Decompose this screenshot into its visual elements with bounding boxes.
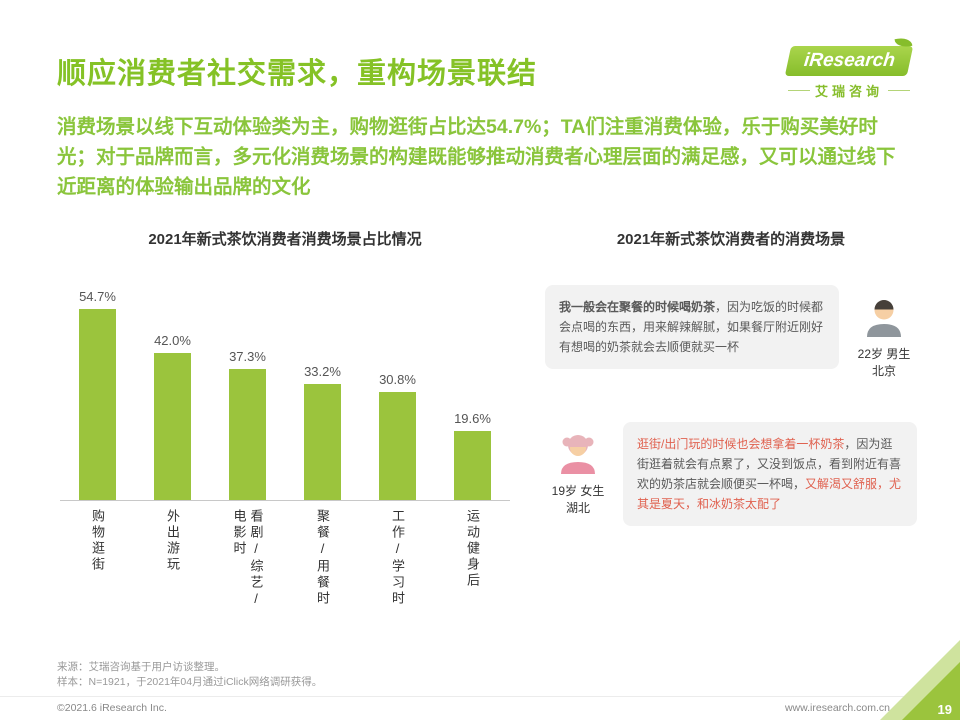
footer-copyright: ©2021.6 iResearch Inc. [57, 702, 167, 714]
persona-caption-male: 22岁 男生 北京 [851, 346, 917, 380]
bar-category: 聚餐/用餐时 [285, 509, 360, 611]
corner-ribbon-dark [902, 662, 960, 720]
male-avatar-icon [867, 300, 901, 337]
bar-category: 外出游玩 [135, 509, 210, 611]
footer: ©2021.6 iResearch Inc. www.iresearch.com… [0, 696, 960, 720]
persona-city: 湖北 [565, 501, 590, 515]
logo-rule-left [788, 90, 810, 91]
bar-category-label: 聚餐/用餐时 [315, 509, 330, 607]
page-number: 19 [937, 702, 952, 717]
persona-city: 北京 [871, 364, 896, 378]
bar-group: 54.7% [60, 289, 135, 500]
persona-caption-female: 19岁 女生 湖北 [545, 483, 611, 517]
persona-age-gender: 19岁 女生 [551, 484, 605, 498]
quote-text-segment: 逛街/出门玩的时候也会想拿着一杯奶茶 [637, 437, 845, 451]
quote-text-segment: 又解渴又舒服，尤其是夏天，和冰奶茶太配了 [637, 477, 902, 511]
bar-group: 30.8% [360, 372, 435, 500]
quote-row-female: 19岁 女生 湖北 逛街/出门玩的时候也会想拿着一杯奶茶，因为逛街逛着就会有点累… [545, 422, 917, 526]
bar-category: 运动健身后 [435, 509, 510, 611]
quote-text-segment: ，因为逛街逛着就会有点累了，又没到饭点，看到附近有喜欢的奶茶店就会顺便买一杯喝， [637, 437, 902, 491]
bar-value-label: 42.0% [154, 333, 191, 348]
bar-chart-plot: 54.7% 42.0% 37.3% 33.2% 30.8% 19.6% [60, 277, 510, 501]
intro-paragraph: 消费场景以线下互动体验类为主，购物逛街占比达54.7%；TA们注重消费体验，乐于… [57, 116, 896, 198]
quote-row-male: 我一般会在聚餐的时候喝奶茶，因为吃饭的时候都会点喝的东西，用来解辣解腻，如果餐厅… [545, 285, 917, 380]
footnote: 来源：艾瑞咨询基于用户访谈整理。 样本：N=1921，于2021年04月通过iC… [57, 660, 322, 690]
bar-category-label: 运动健身后 [465, 509, 480, 589]
footnote-sample: 样本：N=1921，于2021年04月通过iClick网络调研获得。 [57, 676, 323, 688]
quote-text-segment: 我一般会在聚餐的时候喝奶茶 [559, 300, 716, 314]
logo-text: iResearch [802, 50, 896, 71]
footnote-source: 来源：艾瑞咨询基于用户访谈整理。 [57, 661, 225, 673]
bar-category-label: 看剧/综艺/电影时 [231, 509, 264, 609]
leaf-icon [894, 35, 913, 50]
logo-chinese-text: 艾瑞咨询 [815, 84, 884, 99]
bar-value-label: 33.2% [304, 364, 341, 379]
bar-value-label: 37.3% [229, 349, 266, 364]
bar-category-label: 外出游玩 [165, 509, 180, 573]
footer-website: www.iresearch.com.cn [784, 702, 890, 714]
bar-value-label: 54.7% [79, 289, 116, 304]
bar-category: 工作/学习时 [360, 509, 435, 611]
persona-male: 22岁 男生 北京 [851, 285, 917, 380]
quote-text-segment: ，因为吃饭的时候都会点喝的东西，用来解辣解腻，如果餐厅附近刚好有想喝的奶茶就会去… [559, 300, 824, 354]
bar-chart-categories: 购物逛街 外出游玩 看剧/综艺/电影时 聚餐/用餐时 工作/学习时 运动健身后 [60, 509, 510, 611]
bar-group: 33.2% [285, 364, 360, 500]
bar-value-label: 19.6% [454, 411, 491, 426]
persona-age-gender: 22岁 男生 [857, 347, 911, 361]
bar-category: 购物逛街 [60, 509, 135, 611]
page-title: 顺应消费者社交需求，重构场景联结 [57, 58, 538, 90]
bar [454, 431, 491, 500]
bar-category-label: 购物逛街 [90, 509, 105, 573]
quotes-title: 2021年新式茶饮消费者的消费场景 [616, 231, 846, 248]
bar [79, 309, 116, 500]
bar-chart-title: 2021年新式茶饮消费者消费场景占比情况 [148, 231, 422, 248]
female-avatar-icon [561, 435, 595, 474]
iresearch-logo: iResearch 艾瑞咨询 [784, 35, 914, 100]
logo-chinese-name: 艾瑞咨询 [788, 81, 911, 100]
bar-group: 42.0% [135, 333, 210, 500]
quote-box-female: 逛街/出门玩的时候也会想拿着一杯奶茶，因为逛街逛着就会有点累了，又没到饭点，看到… [623, 422, 917, 526]
quotes-section: 2021年新式茶饮消费者的消费场景 我一般会在聚餐的时候喝奶茶，因为吃饭的时候都… [545, 228, 917, 526]
bar-value-label: 30.8% [379, 372, 416, 387]
bar [304, 384, 341, 500]
bar-category-label: 工作/学习时 [390, 509, 405, 607]
bar-group: 19.6% [435, 411, 510, 500]
bar [154, 353, 191, 500]
bar-group: 37.3% [210, 349, 285, 500]
logo-rule-right [888, 90, 911, 91]
bar [229, 369, 266, 500]
quote-box-male: 我一般会在聚餐的时候喝奶茶，因为吃饭的时候都会点喝的东西，用来解辣解腻，如果餐厅… [545, 285, 839, 369]
persona-female: 19岁 女生 湖北 [545, 422, 611, 517]
bar [379, 392, 416, 500]
bar-chart-section: 2021年新式茶饮消费者消费场景占比情况 54.7% 42.0% 37.3% 33.2… [60, 228, 510, 611]
logo-wordmark: iResearch [784, 35, 914, 76]
bar-category: 看剧/综艺/电影时 [210, 509, 285, 611]
